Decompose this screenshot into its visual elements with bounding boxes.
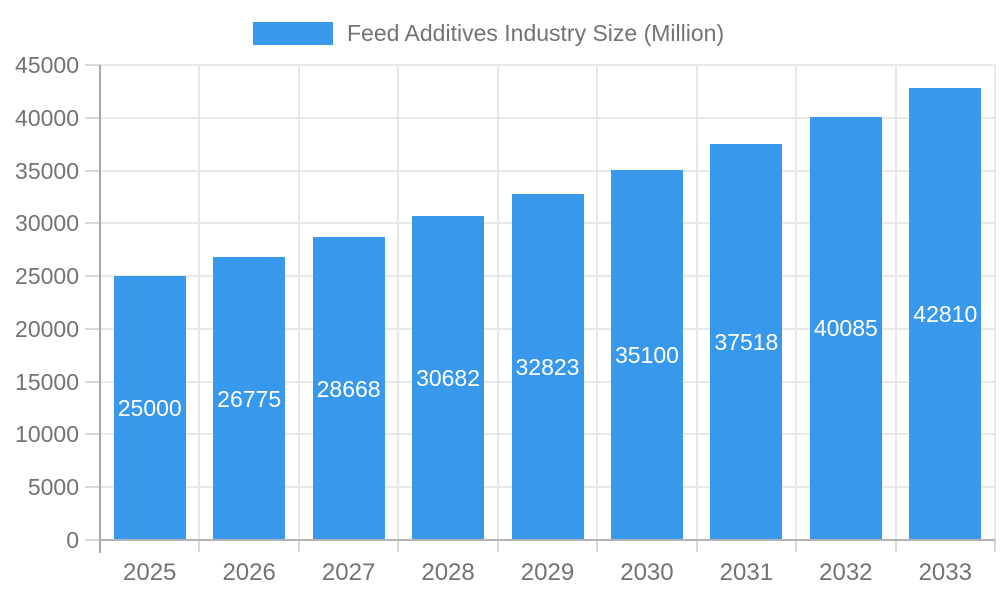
bar-2032[interactable]: 40085 [809,116,882,540]
y-axis-tick [85,169,100,172]
bar-value-label: 37518 [714,328,779,355]
x-axis-tick [795,540,798,552]
bar-2030[interactable]: 35100 [610,169,683,540]
y-axis-tick [85,64,100,66]
x-axis-tick-label: 2027 [321,559,376,586]
y-axis-tick-label: 45000 [15,52,79,78]
x-axis-tick [496,540,499,552]
bar-2033[interactable]: 42810 [909,88,982,540]
legend-swatch [253,22,333,45]
gridline-vertical [695,65,698,540]
y-axis-tick [85,327,100,330]
y-axis-line [99,65,101,553]
bar-2031[interactable]: 37518 [710,143,783,540]
gridline-vertical [894,65,897,540]
x-axis-tick [894,540,897,552]
y-axis-tick [85,433,100,436]
legend-label: Feed Additives Industry Size (Million) [347,20,725,46]
x-axis-tick-label: 2025 [123,559,177,586]
x-axis-tick [397,540,400,552]
y-axis-tick [85,486,100,489]
x-axis-tick-label: 2030 [620,559,674,586]
gridline-vertical [596,65,599,540]
x-axis-tick-label: 2028 [421,559,475,586]
y-axis-tick-label: 5000 [27,474,79,501]
bar-2026[interactable]: 26775 [213,257,286,540]
y-axis-tick-label: 25000 [15,263,79,290]
gridline-vertical [297,65,300,540]
x-axis-tick [198,540,201,552]
x-axis-tick [297,540,300,552]
y-axis-tick [85,222,100,225]
y-axis-tick-label: 35000 [15,157,79,184]
bar-value-label: 26775 [217,385,282,412]
bar-value-label: 25000 [117,395,182,422]
gridline-vertical [397,65,400,540]
gridline-vertical [496,65,499,540]
x-axis-tick-label: 2026 [222,559,276,586]
gridline-vertical [795,65,798,540]
legend[interactable]: Feed Additives Industry Size (Million) [253,20,724,47]
bar-2025[interactable]: 25000 [113,276,186,540]
y-axis-tick [85,116,100,119]
y-axis-tick-label: 30000 [15,210,79,237]
bar-value-label: 35100 [614,341,679,368]
bar-value-label: 28668 [316,375,381,402]
y-axis-tick-label: 0 [66,527,79,553]
y-axis-tick [85,275,100,278]
y-axis-tick [85,380,100,383]
bar-2029[interactable]: 32823 [511,193,584,540]
x-axis-baseline [100,539,995,541]
x-axis-tick-label: 2031 [719,559,774,586]
x-axis-tick [695,540,698,552]
bar-2027[interactable]: 28668 [312,237,385,540]
x-axis-tick-label: 2033 [918,559,972,586]
x-axis-tick [596,540,599,552]
bar-value-label: 32823 [515,353,580,380]
gridline-vertical [994,65,996,540]
x-axis-tick-label: 2029 [520,559,575,586]
y-axis-tick-label: 15000 [15,368,79,395]
bar-2028[interactable]: 30682 [412,216,485,540]
gridline-horizontal [100,116,995,119]
x-axis-tick [994,540,996,552]
y-axis-tick [85,539,100,541]
x-axis-tick-label: 2032 [819,559,873,586]
gridline-horizontal [100,169,995,172]
bar-value-label: 40085 [813,315,878,342]
gridline-horizontal [100,64,995,66]
gridline-vertical [198,65,201,540]
y-axis-tick-label: 40000 [15,104,79,131]
bar-value-label: 42810 [913,301,978,328]
y-axis-tick-label: 20000 [15,315,79,342]
bar-value-label: 30682 [416,365,481,392]
y-axis-tick-label: 10000 [15,421,79,448]
